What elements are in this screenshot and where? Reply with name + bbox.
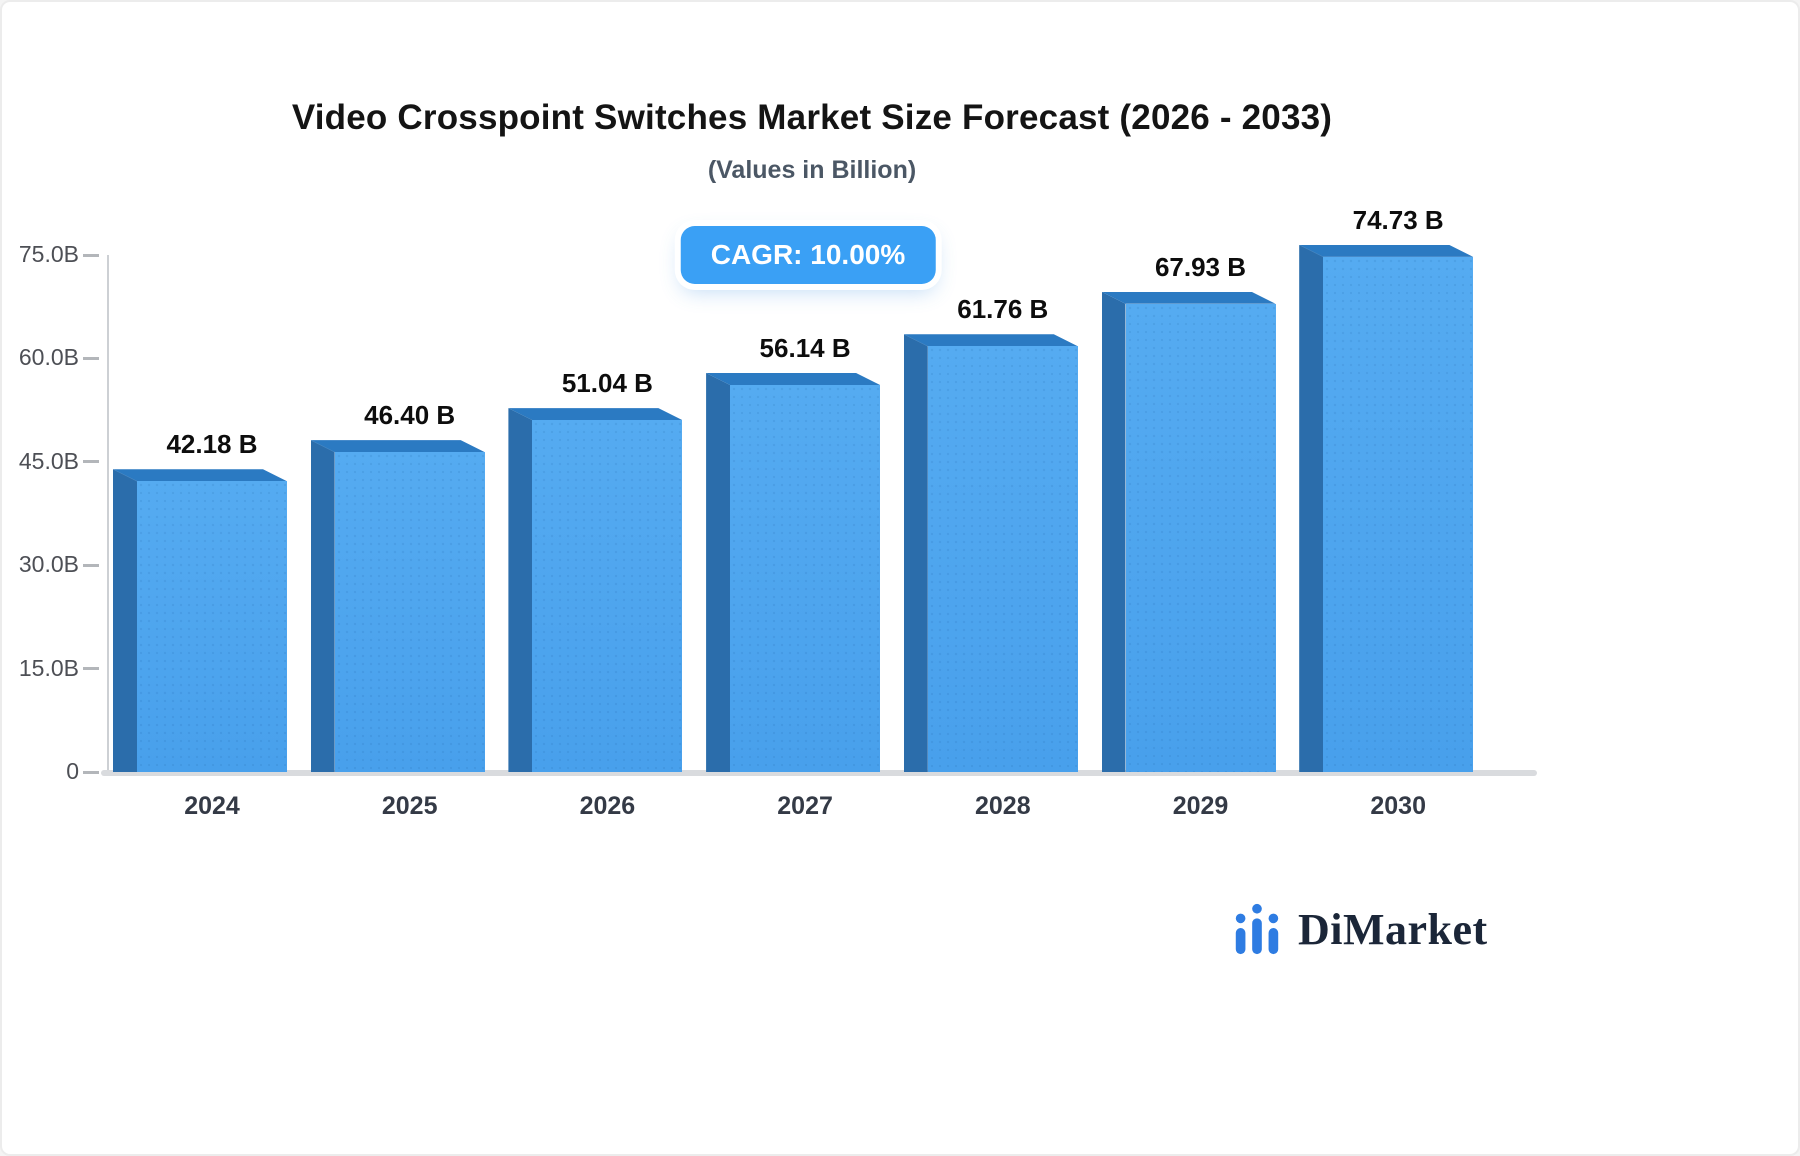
x-axis-tick-label: 2028 <box>974 792 1031 820</box>
bar-value-label: 46.40 B <box>364 400 456 431</box>
cagr-badge: CAGR: 10.00% <box>680 226 936 284</box>
y-axis-tick-label: 30.0B <box>18 551 79 578</box>
y-axis-tick <box>83 770 99 774</box>
bar-side-face <box>113 469 137 772</box>
bar-side-face <box>508 408 533 772</box>
y-axis-tick-label: 0 <box>66 758 79 784</box>
bar-value-label: 61.76 B <box>957 294 1049 325</box>
bar-2029 <box>1101 291 1276 772</box>
chart-title: Video Crosspoint Switches Market Size Fo… <box>291 98 1333 137</box>
bar-top-face <box>113 469 287 482</box>
chart-plot-area: 0 15.0B 30.0B 45.0B 60.0B 75.0B 42.18 B 2024 46.… <box>19 205 1537 820</box>
y-axis-tick-label: 15.0B <box>18 654 79 681</box>
y-axis-tick-label: 45.0B <box>18 447 79 474</box>
bar-value-label: 67.93 B <box>1154 251 1247 282</box>
bar-top-face <box>903 334 1078 347</box>
chart-subtitle: (Values in Billion) <box>707 156 917 184</box>
x-axis-tick-label: 2025 <box>381 792 438 820</box>
bar-2028 <box>903 334 1078 772</box>
y-axis-tick <box>83 563 99 567</box>
bar-side-face <box>1101 291 1126 772</box>
cagr-badge-label: CAGR: 10.00% <box>710 239 906 270</box>
bar-value-label: 74.73 B <box>1352 204 1444 235</box>
x-axis-tick-label: 2029 <box>1172 792 1229 820</box>
x-axis-tick-label: 2027 <box>777 792 833 820</box>
bar-value-label: 51.04 B <box>561 368 653 399</box>
x-axis-tick-label: 2026 <box>579 792 636 820</box>
bar-2025 <box>310 440 485 772</box>
bar-front-face <box>334 452 485 772</box>
bar-top-face <box>706 373 881 386</box>
logo-text: DiMarket <box>1298 904 1488 954</box>
bar-value-label: 56.14 B <box>759 333 851 363</box>
y-axis-tick-label: 75.0B <box>18 241 79 267</box>
bar-front-face <box>1323 256 1474 772</box>
bar-front-face <box>137 481 287 772</box>
y-axis-tick-label: 60.0B <box>18 344 79 371</box>
bar-top-face <box>310 440 485 453</box>
bar-front-face <box>730 385 881 772</box>
logo: DiMarket <box>1230 902 1488 956</box>
y-axis-tick <box>83 253 99 257</box>
y-axis-tick <box>83 667 99 671</box>
bar-side-face <box>1299 244 1324 772</box>
y-axis-tick <box>83 356 99 360</box>
bar-side-face <box>310 440 335 772</box>
bar-2026 <box>508 408 683 772</box>
bar-top-face <box>508 408 683 421</box>
y-axis-line <box>107 255 109 772</box>
bar-value-label: 42.18 B <box>166 429 258 460</box>
bar-front-face <box>532 420 683 772</box>
y-axis-tick <box>83 460 99 464</box>
bar-front-face <box>927 346 1078 772</box>
bar-2024 <box>113 469 287 772</box>
x-axis-baseline <box>101 770 1537 776</box>
bar-front-face <box>1125 303 1276 772</box>
chart-header: Video Crosspoint Switches Market Size Fo… <box>2 2 1622 185</box>
bar-2027 <box>706 373 881 772</box>
bar-side-face <box>903 334 928 772</box>
bar-2030 <box>1299 244 1474 772</box>
bar-top-face <box>1299 244 1474 257</box>
bar-side-face <box>706 373 731 772</box>
bar-top-face <box>1101 291 1276 304</box>
x-axis-tick-label: 2030 <box>1370 792 1426 820</box>
bar-chart-logo-icon <box>1235 903 1279 955</box>
x-axis-tick-label: 2024 <box>184 792 240 820</box>
